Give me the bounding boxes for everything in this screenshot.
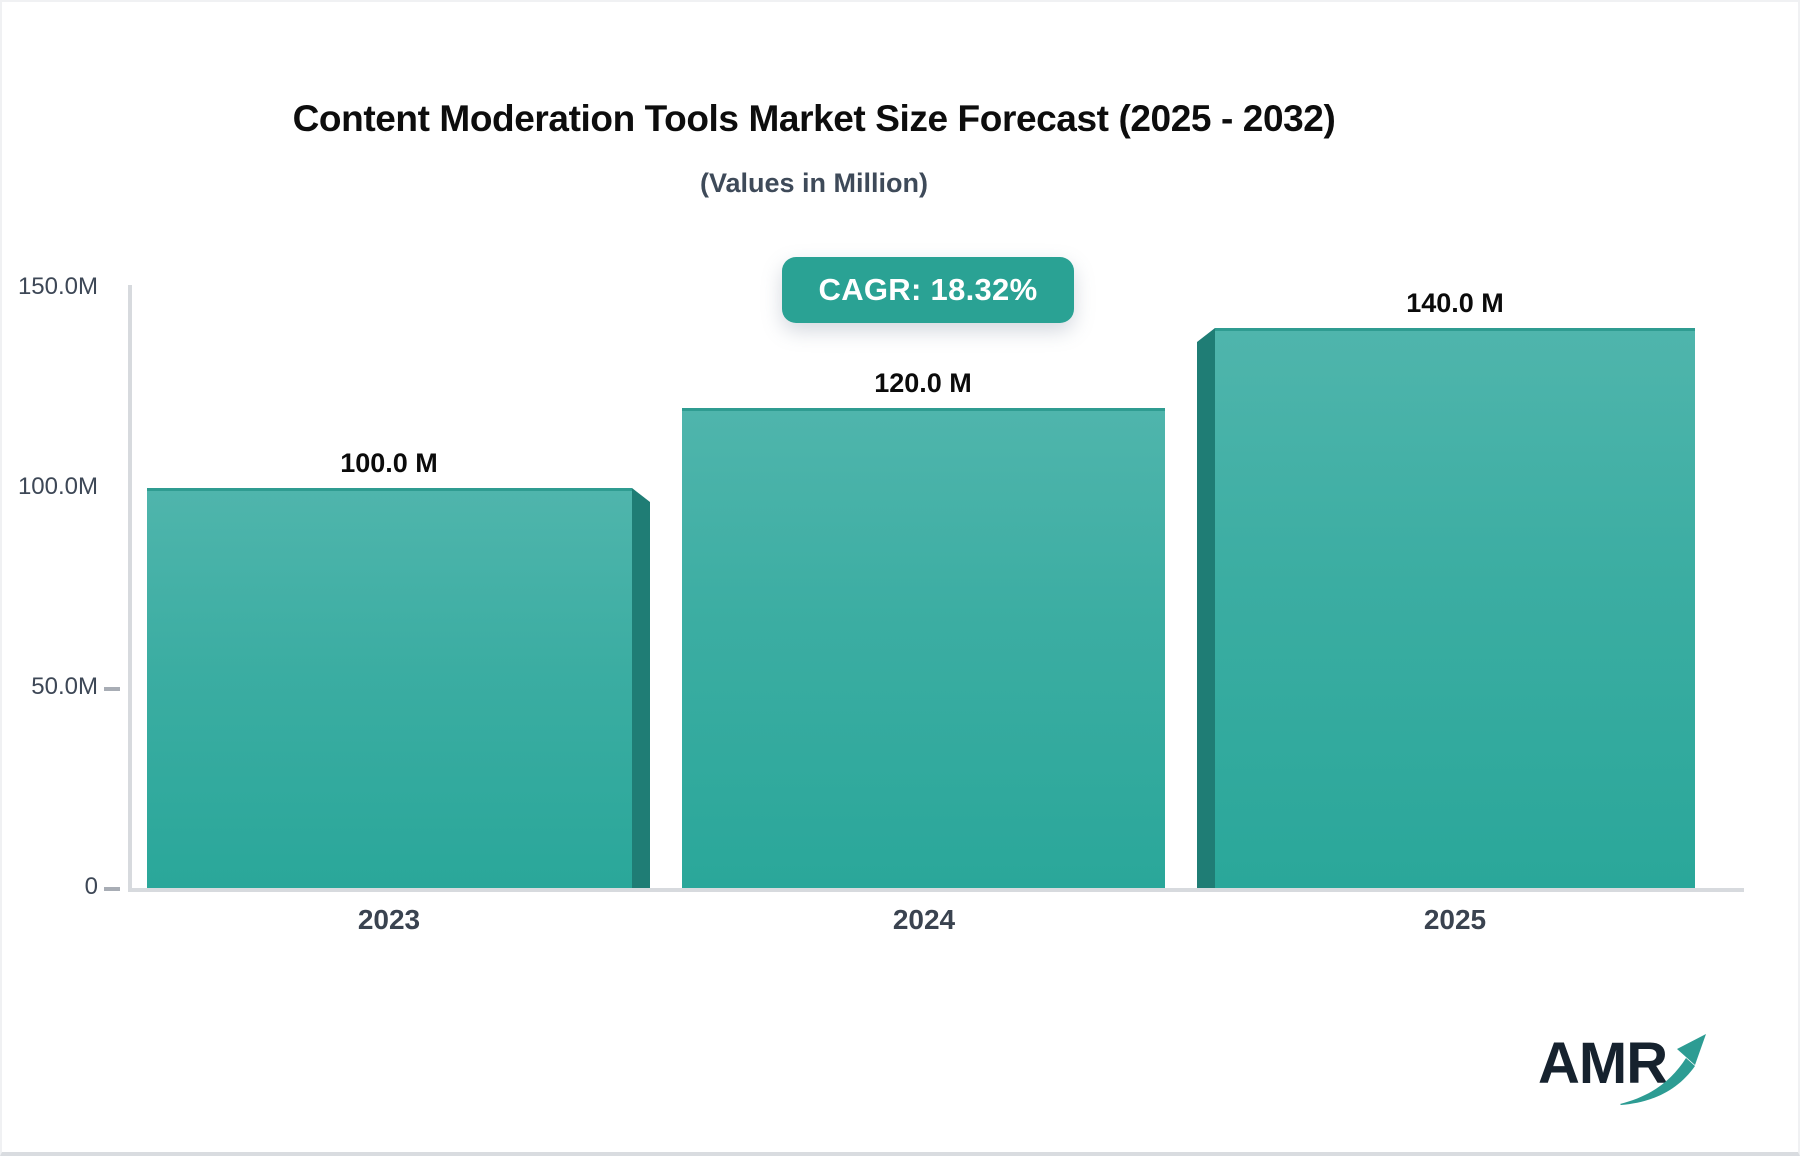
x-axis-label-2024: 2024: [892, 904, 956, 935]
bar-2025: [1215, 328, 1695, 888]
bar-2024: [682, 408, 1165, 888]
amr-logo: AMR: [1522, 1018, 1742, 1128]
y-axis-line: [128, 285, 132, 892]
chart-subtitle: (Values in Million): [699, 168, 929, 198]
x-axis-label-2025: 2025: [1423, 904, 1487, 935]
value-label-2024: 120.0 M: [874, 368, 972, 398]
y-axis-label-50m: 50.0M: [31, 673, 98, 700]
y-axis-label-0: 0: [84, 873, 98, 900]
x-axis-label-2023: 2023: [357, 904, 421, 935]
value-label-2025: 140.0 M: [1406, 288, 1504, 318]
y-axis-label-100m: 100.0M: [17, 473, 98, 500]
growth-arrow-icon: [1620, 1034, 1706, 1105]
amr-logo-text: AMR: [1538, 1031, 1668, 1096]
chart-title: Content Moderation Tools Market Size For…: [292, 98, 1336, 139]
y-axis-tick-50m: [104, 687, 120, 691]
cagr-badge: CAGR: 18.32%: [782, 257, 1074, 323]
x-axis-baseline: [128, 888, 1744, 892]
value-label-2023: 100.0 M: [340, 448, 438, 478]
bar-2023-3d-side: [632, 488, 650, 888]
bar-2025-3d-side: [1197, 328, 1215, 888]
cagr-badge-label: CAGR: 18.32%: [818, 272, 1038, 307]
bar-2023: [147, 488, 632, 888]
y-axis-label-150m: 150.0M: [17, 273, 98, 300]
y-axis-tick-0: [104, 887, 120, 891]
